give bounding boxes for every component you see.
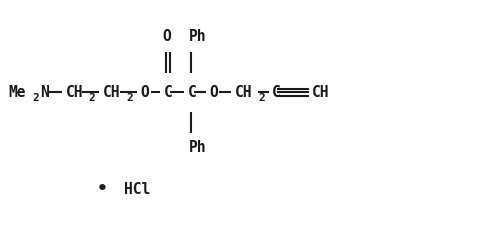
Text: 2: 2 [126,93,133,103]
Text: Ph: Ph [189,140,206,155]
Text: C: C [163,85,172,100]
Text: C: C [271,85,280,100]
Text: 2: 2 [257,93,264,103]
Text: CH: CH [65,85,83,100]
Text: O: O [162,30,171,44]
Text: HCl: HCl [123,182,150,197]
Text: N: N [40,85,49,100]
Text: O: O [209,85,218,100]
Text: CH: CH [311,85,329,100]
Text: •: • [96,180,107,198]
Text: 2: 2 [32,93,39,103]
Text: CH: CH [103,85,120,100]
Text: CH: CH [234,85,252,100]
Text: O: O [140,85,149,100]
Text: Ph: Ph [189,30,206,44]
Text: Me: Me [9,85,26,100]
Text: 2: 2 [89,93,95,103]
Text: C: C [187,85,196,100]
